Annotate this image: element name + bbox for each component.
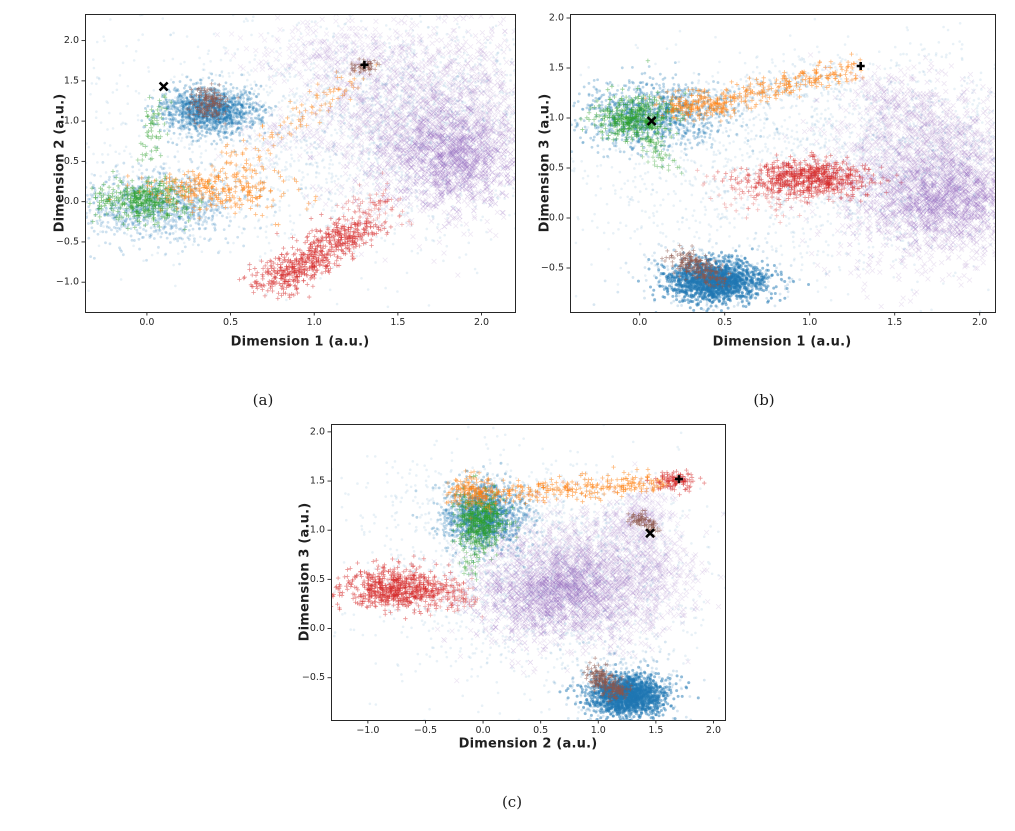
scatter-plot-c — [286, 416, 737, 744]
y-axis-label-c: Dimension 3 (a.u.) — [297, 502, 313, 642]
x-axis-label-c: Dimension 2 (a.u.) — [458, 736, 598, 752]
subfigure-caption-a: (a) — [252, 391, 274, 409]
x-axis-label-b: Dimension 1 (a.u.) — [712, 334, 852, 350]
y-axis-label-b: Dimension 3 (a.u.) — [537, 93, 553, 233]
subfigure-caption-b: (b) — [753, 391, 775, 409]
y-axis-label-a: Dimension 2 (a.u.) — [52, 93, 68, 233]
x-axis-label-a: Dimension 1 (a.u.) — [230, 334, 370, 350]
subfigure-caption-c: (c) — [501, 793, 523, 811]
scatter-plot-a — [40, 6, 527, 336]
scatter-plot-b — [525, 6, 1007, 336]
